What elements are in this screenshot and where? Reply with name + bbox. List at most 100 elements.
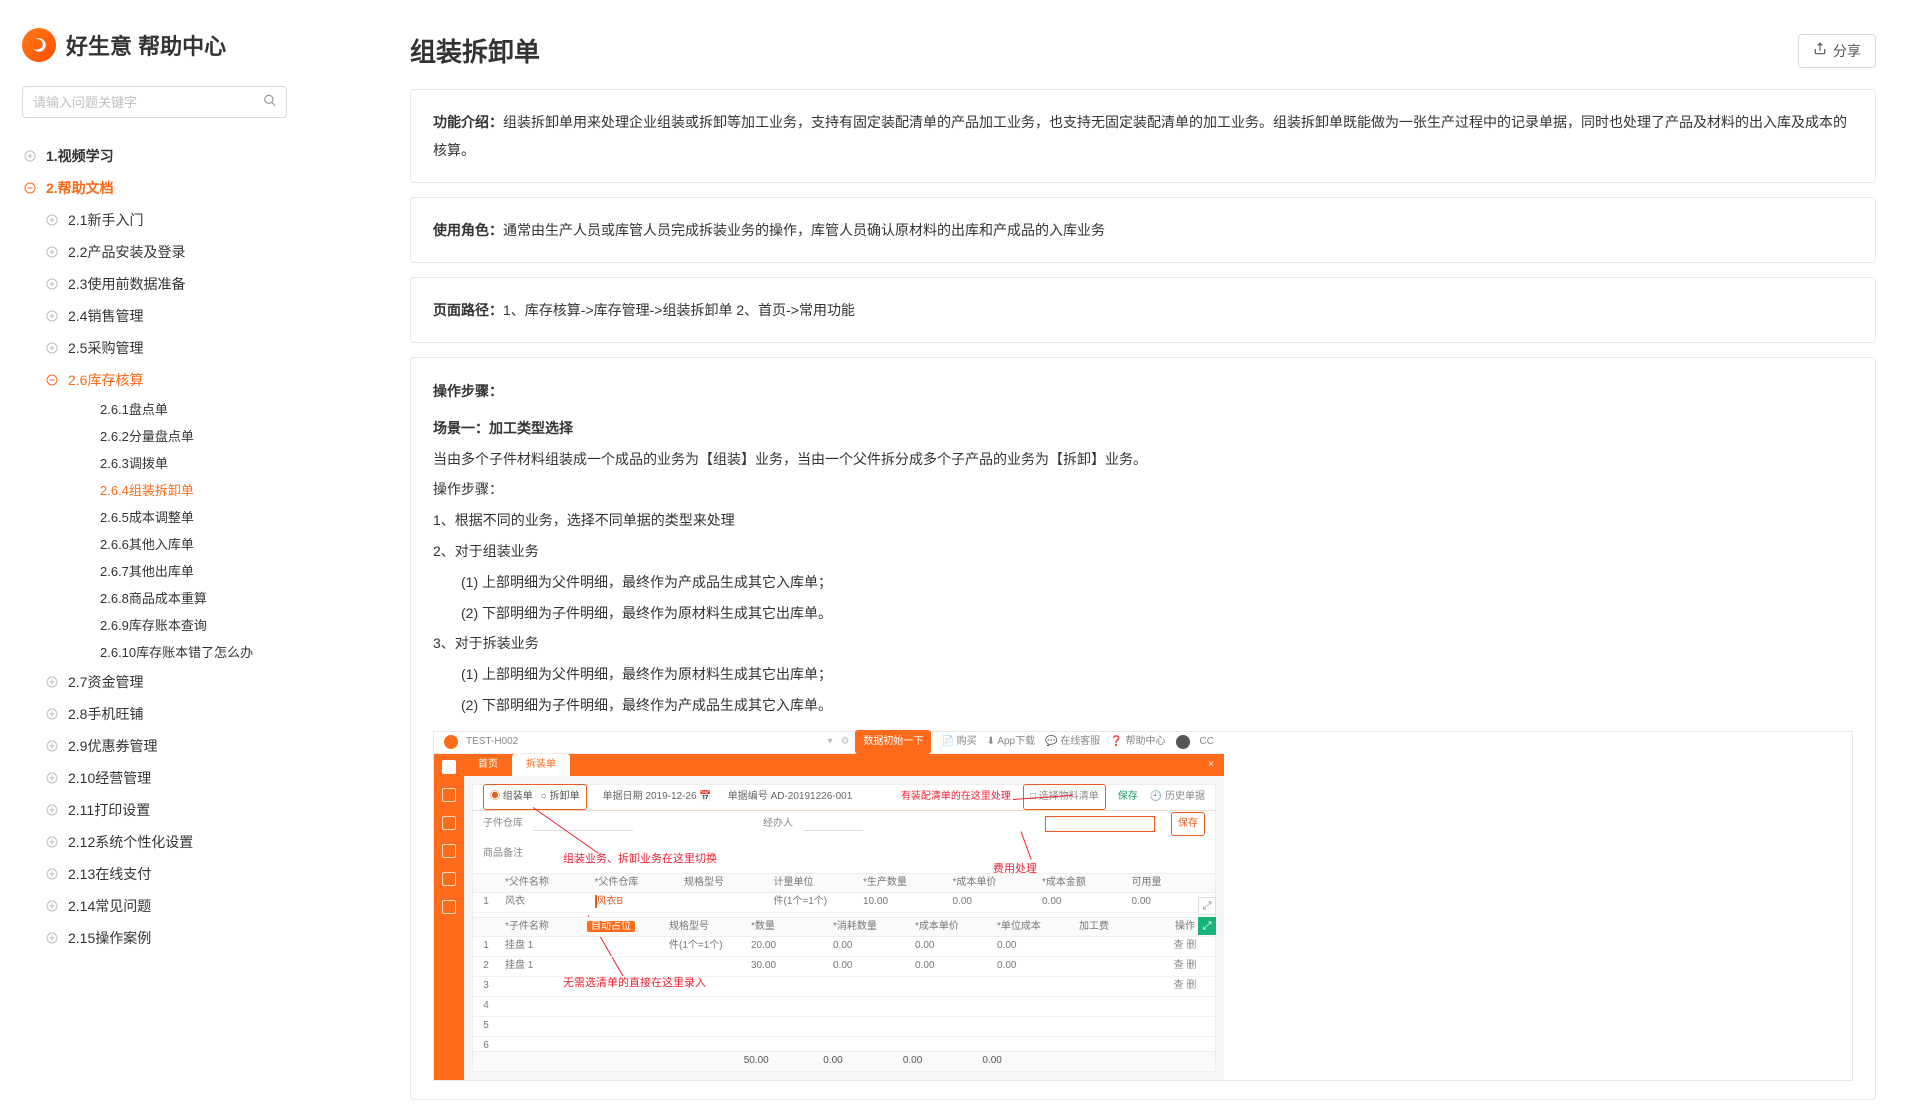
shot-save: 保存 <box>1118 786 1138 808</box>
shot-type-radio: ◉ 组装单○ 拆卸单 <box>483 784 587 810</box>
shot-side-rail <box>434 754 464 1080</box>
plus-icon <box>44 674 60 690</box>
nav-2-6-7[interactable]: 2.6.7其他出库单 <box>100 558 287 585</box>
plus-icon <box>22 148 38 164</box>
shot-rt5: CC <box>1200 731 1214 753</box>
nav-2-6-6[interactable]: 2.6.6其他入库单 <box>100 531 287 558</box>
step-3a: (1) 上部明细为父件明细，最终作为原材料生成其它出库单； <box>433 659 1853 690</box>
plus-icon <box>44 834 60 850</box>
step-3: 3、对于拆装业务 <box>433 628 1853 659</box>
example-screenshot: TEST-H002 ▾ ⚙ 数据初始一下 📄 购买 ⬇ App下载 💬 在线客服… <box>433 731 1853 1081</box>
expand-icon-green: ⤢ <box>1198 917 1216 935</box>
plus-icon <box>44 930 60 946</box>
nav-2-9[interactable]: 2.9优惠券管理 <box>44 730 287 762</box>
nav-2-4[interactable]: 2.4销售管理 <box>44 300 287 332</box>
nav-2-6-9[interactable]: 2.6.9库存账本查询 <box>100 612 287 639</box>
nav-2-6[interactable]: 2.6库存核算 <box>44 364 287 396</box>
shot-panel: ◉ 组装单○ 拆卸单 单据日期 2019-12-26 📅 单据编号 AD-201… <box>472 784 1216 1072</box>
nav-video[interactable]: 1.视频学习 <box>22 140 287 172</box>
intro-body: 组装拆卸单用来处理企业组装或拆卸等加工业务，支持有固定装配清单的产品加工业务，也… <box>433 114 1847 158</box>
path-lead: 页面路径： <box>433 302 503 318</box>
minus-icon <box>44 372 60 388</box>
step-2: 2、对于组装业务 <box>433 536 1853 567</box>
plus-icon <box>44 212 60 228</box>
step-3b: (2) 下部明细为子件明细，最终作为产成品生成其它入库单。 <box>433 690 1853 721</box>
role-body: 通常由生产人员或库管人员完成拆装业务的操作，库管人员确认原材料的出库和产成品的入… <box>503 222 1105 238</box>
shot-top-button: 数据初始一下 <box>855 730 931 754</box>
steps-p1: 当由多个子件材料组装成一个成品的业务为【组装】业务，当由一个父件拆分成多个子产品… <box>433 444 1853 475</box>
share-button[interactable]: 分享 <box>1798 34 1876 68</box>
sidebar: 好生意 帮助中心 1.视频学习 2.帮助文档 2.1新手入门 2.2产品安装及登… <box>0 0 310 1114</box>
nav-2-11[interactable]: 2.11打印设置 <box>44 794 287 826</box>
nav-2-6-4-active[interactable]: 2.6.4组装拆卸单 <box>100 477 287 504</box>
nav-2-8[interactable]: 2.8手机旺铺 <box>44 698 287 730</box>
gear-icon: ⚙ <box>840 731 849 753</box>
card-steps: 操作步骤： 场景一：加工类型选择 当由多个子件材料组装成一个成品的业务为【组装】… <box>410 357 1876 1100</box>
intro-lead: 功能介绍： <box>433 114 503 130</box>
shot-child-grid: *子件名称自动占位规格型号*数量*消耗数量*成本单价*单位成本加工费操作 1挂盘… <box>473 917 1215 1057</box>
shot-history: 🕘 历史单据 <box>1150 786 1205 808</box>
nav-2-13[interactable]: 2.13在线支付 <box>44 858 287 890</box>
plus-icon <box>44 244 60 260</box>
minus-icon <box>22 180 38 196</box>
page-title: 组装拆卸单 <box>410 32 540 69</box>
nav-2-6-2[interactable]: 2.6.2分量盘点单 <box>100 423 287 450</box>
step-1: 1、根据不同的业务，选择不同单据的类型来处理 <box>433 505 1853 536</box>
search-icon[interactable] <box>263 94 277 111</box>
shot-save-btn: 保存 <box>1171 812 1205 836</box>
step-2b: (2) 下部明细为子件明细，最终作为原材料生成其它出库单。 <box>433 598 1853 629</box>
nav-2-6-8[interactable]: 2.6.8商品成本重算 <box>100 585 287 612</box>
shot-grid-footer: 50.000.000.000.00 <box>473 1051 1215 1071</box>
share-label: 分享 <box>1833 41 1861 61</box>
nav-2-10[interactable]: 2.10经营管理 <box>44 762 287 794</box>
plus-icon <box>44 738 60 754</box>
shot-rt2: ⬇ App下载 <box>987 731 1035 753</box>
role-lead: 使用角色： <box>433 222 503 238</box>
brand-logo-icon <box>22 28 56 62</box>
shot-topbar: TEST-H002 ▾ ⚙ 数据初始一下 📄 购买 ⬇ App下载 💬 在线客服… <box>434 732 1224 754</box>
shot-rt1: 📄 购买 <box>941 731 976 753</box>
steps-p2: 操作步骤： <box>433 474 1853 505</box>
nav-2-2[interactable]: 2.2产品安装及登录 <box>44 236 287 268</box>
shot-host: TEST-H002 <box>466 731 827 753</box>
shot-anno-1: 有装配清单的在这里处理 <box>901 786 1011 808</box>
steps-heading: 操作步骤： <box>433 376 1853 407</box>
plus-icon <box>44 802 60 818</box>
nav-2-5[interactable]: 2.5采购管理 <box>44 332 287 364</box>
shot-rt4: ❓ 帮助中心 <box>1110 731 1165 753</box>
card-intro: 功能介绍：组装拆卸单用来处理企业组装或拆卸等加工业务，支持有固定装配清单的产品加… <box>410 89 1876 183</box>
nav-docs[interactable]: 2.帮助文档 <box>22 172 287 204</box>
nav-2-6-1[interactable]: 2.6.1盘点单 <box>100 396 287 423</box>
shot-note-label: 商品备注 <box>483 843 523 865</box>
nav-2-12[interactable]: 2.12系统个性化设置 <box>44 826 287 858</box>
search-input[interactable] <box>22 86 287 118</box>
nav-2-1[interactable]: 2.1新手入门 <box>44 204 287 236</box>
nav-2-6-5[interactable]: 2.6.5成本调整单 <box>100 504 287 531</box>
nav-2-15[interactable]: 2.15操作案例 <box>44 922 287 954</box>
close-icon: × <box>1198 754 1224 776</box>
plus-icon <box>44 770 60 786</box>
step-2a: (1) 上部明细为父件明细，最终作为产成品生成其它入库单； <box>433 567 1853 598</box>
nav-2-6-3[interactable]: 2.6.3调拨单 <box>100 450 287 477</box>
search-box <box>22 86 287 118</box>
shot-tab-form: 拆装单 <box>512 754 570 776</box>
nav-2-6-10[interactable]: 2.6.10库存账本错了怎么办 <box>100 639 287 666</box>
nav-2-14[interactable]: 2.14常见问题 <box>44 890 287 922</box>
nav-2-7[interactable]: 2.7资金管理 <box>44 666 287 698</box>
nav-2-3[interactable]: 2.3使用前数据准备 <box>44 268 287 300</box>
shot-tab-home: 首页 <box>464 754 512 776</box>
shot-parent-grid: *父件名称*父件仓库规格型号计量单位*生产数量*成本单价*成本金额可用量 1风衣… <box>473 873 1215 913</box>
expand-icon: ⤢ <box>1198 897 1216 915</box>
shot-tabs: 首页 拆装单 × <box>464 754 1224 776</box>
card-role: 使用角色：通常由生产人员或库管人员完成拆装业务的操作，库管人员确认原材料的出库和… <box>410 197 1876 263</box>
plus-icon <box>44 706 60 722</box>
brand-title: 好生意 帮助中心 <box>66 29 226 61</box>
main: 组装拆卸单 分享 功能介绍：组装拆卸单用来处理企业组装或拆卸等加工业务，支持有固… <box>310 0 1920 1114</box>
shot-logo-icon <box>444 735 458 749</box>
nav-tree: 1.视频学习 2.帮助文档 2.1新手入门 2.2产品安装及登录 2.3使用前数… <box>22 140 287 954</box>
plus-icon <box>44 866 60 882</box>
plus-icon <box>44 340 60 356</box>
plus-icon <box>44 308 60 324</box>
shot-anno-2: 组装业务、拆卸业务在这里切换 <box>563 847 717 871</box>
path-body: 1、库存核算->库存管理->组装拆卸单 2、首页->常用功能 <box>503 302 855 318</box>
